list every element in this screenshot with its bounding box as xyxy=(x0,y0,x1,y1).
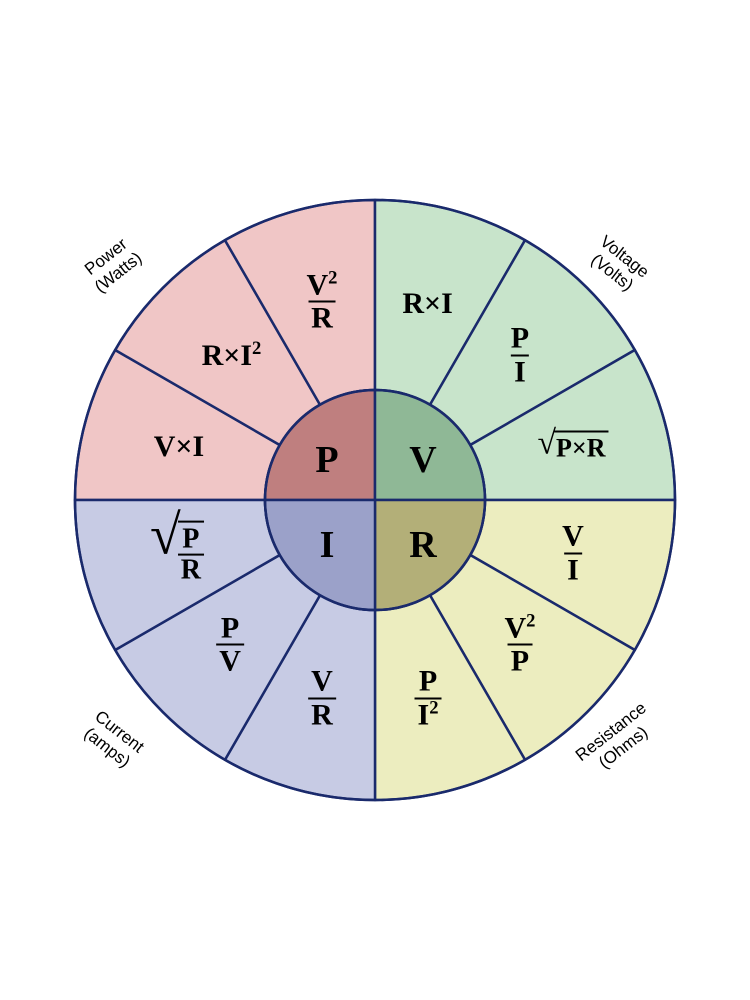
formula-resistance-2: PI2 xyxy=(415,666,442,731)
center-letter-voltage: V xyxy=(409,438,436,482)
center-letter-power: P xyxy=(315,438,338,482)
formula-voltage-0: R×I xyxy=(402,287,452,321)
formula-power-0: V×I xyxy=(154,430,204,464)
formula-current-1: PV xyxy=(216,612,244,677)
formula-current-0: √PR xyxy=(150,521,204,586)
ohms-law-wheel: PVRIPower(Watts)Voltage(Volts)Resistance… xyxy=(0,125,750,875)
formula-resistance-1: V2P xyxy=(501,612,538,677)
formula-voltage-2: √P×R xyxy=(537,430,608,463)
formula-resistance-0: VI xyxy=(559,521,587,586)
formula-current-2: VR xyxy=(308,666,336,731)
formula-power-1: R×I2 xyxy=(202,339,262,373)
formula-power-2: V2R xyxy=(303,269,340,334)
center-letter-current: I xyxy=(320,523,335,567)
center-letter-resistance: R xyxy=(409,523,436,567)
formula-voltage-1: PI xyxy=(508,323,532,388)
